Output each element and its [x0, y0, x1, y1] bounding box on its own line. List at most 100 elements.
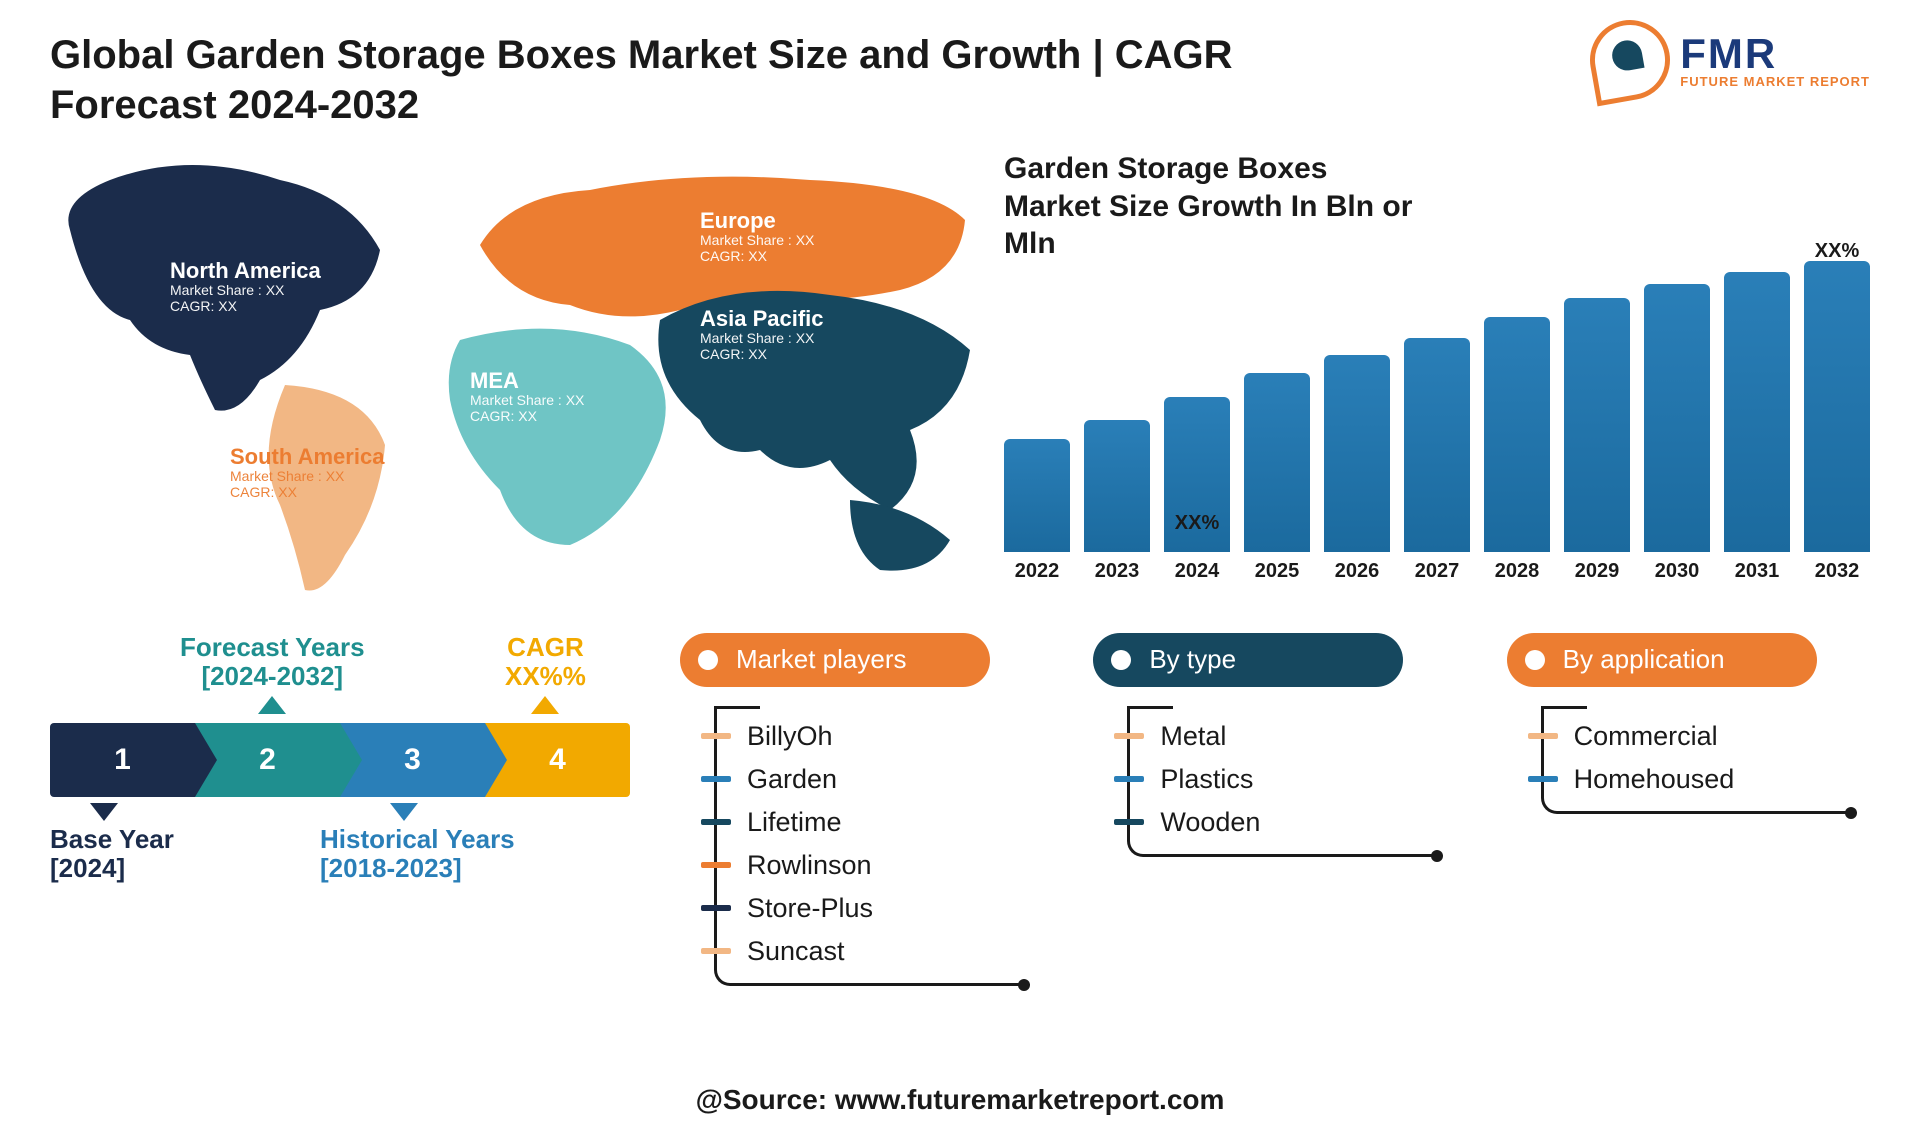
bar-year-label: 2029: [1575, 560, 1620, 583]
region-name: Europe: [700, 210, 814, 232]
list-item-label: Commercial: [1574, 721, 1718, 752]
region-name: North America: [170, 260, 321, 282]
list-tick-icon: [701, 819, 731, 825]
list-item: Wooden: [1114, 801, 1437, 844]
region-label-apac: Asia Pacific Market Share : XX CAGR: XX: [700, 308, 824, 362]
bar: [1724, 272, 1790, 551]
bar-2023: 2023: [1084, 420, 1150, 582]
list-item: Metal: [1114, 715, 1437, 758]
source-citation: @Source: www.futuremarketreport.com: [0, 1084, 1920, 1116]
bar-year-label: 2024: [1175, 560, 1220, 583]
bar: [1324, 355, 1390, 552]
bar: [1004, 439, 1070, 552]
bar-year-label: 2031: [1735, 560, 1780, 583]
bar: [1644, 284, 1710, 551]
list-tick-icon: [1114, 819, 1144, 825]
bar: [1404, 338, 1470, 552]
bar: [1564, 298, 1630, 551]
category-list: Commercial Homehoused: [1541, 709, 1851, 814]
bar: [1084, 420, 1150, 551]
timeline-label-hist: Historical Years [2018-2023]: [320, 803, 515, 885]
region-share: Market Share : XX: [230, 468, 384, 484]
bar-year-label: 2022: [1015, 560, 1060, 583]
list-item-label: Store-Plus: [747, 893, 873, 924]
bar-2026: 2026: [1324, 355, 1390, 583]
category-title: By type: [1149, 644, 1236, 675]
list-item: Rowlinson: [701, 844, 1024, 887]
bar-year-label: 2026: [1335, 560, 1380, 583]
bar-2025: 2025: [1244, 373, 1310, 582]
list-item: Homehoused: [1528, 758, 1851, 801]
bar-year-label: 2025: [1255, 560, 1300, 583]
bar-2027: 2027: [1404, 338, 1470, 583]
list-tick-icon: [1528, 776, 1558, 782]
category-title: By application: [1563, 644, 1725, 675]
list-item-label: Garden: [747, 764, 837, 795]
region-name: Asia Pacific: [700, 308, 824, 330]
region-name: MEA: [470, 370, 584, 392]
timeline-panel: Forecast Years [2024-2032] CAGR XX%% 123…: [50, 633, 630, 797]
bar-2022: 2022: [1004, 439, 1070, 583]
bar-year-label: 2030: [1655, 560, 1700, 583]
region-share: Market Share : XX: [700, 232, 814, 248]
bar-2024: XX% 2024: [1164, 397, 1230, 583]
category-pill: By type: [1093, 633, 1403, 687]
list-tick-icon: [701, 948, 731, 954]
list-tick-icon: [1114, 733, 1144, 739]
list-item-label: Wooden: [1160, 807, 1260, 838]
category-pill: By application: [1507, 633, 1817, 687]
world-map: North America Market Share : XX CAGR: XX…: [50, 150, 964, 580]
growth-bar-chart: Garden Storage Boxes Market Size Growth …: [1004, 150, 1870, 583]
pill-dot-icon: [698, 650, 718, 670]
fmr-logo-subtitle: FUTURE MARKET REPORT: [1680, 75, 1870, 88]
list-item: BillyOh: [701, 715, 1024, 758]
bar-2031: 2031: [1724, 272, 1790, 582]
bar-year-label: 2023: [1095, 560, 1140, 583]
list-item: Store-Plus: [701, 887, 1024, 930]
bar-annotation: XX%: [1175, 512, 1219, 535]
timeline-label-base: Base Year [2024]: [50, 803, 174, 885]
region-cagr: CAGR: XX: [230, 484, 384, 500]
list-item-label: Homehoused: [1574, 764, 1735, 795]
fmr-logo: FMR FUTURE MARKET REPORT: [1590, 20, 1870, 100]
list-tick-icon: [701, 862, 731, 868]
list-item-label: Lifetime: [747, 807, 842, 838]
list-item-label: Rowlinson: [747, 850, 872, 881]
category-by-application: By application Commercial Homehoused: [1507, 633, 1870, 814]
category-pill: Market players: [680, 633, 990, 687]
timeline-segment-1: 1: [50, 723, 195, 797]
pill-dot-icon: [1525, 650, 1545, 670]
timeline-label-forecast: Forecast Years [2024-2032]: [180, 633, 365, 715]
bar-annotation: XX%: [1815, 240, 1859, 263]
list-item: Commercial: [1528, 715, 1851, 758]
category-market-players: Market players BillyOh Garden Lifetime Rowli…: [680, 633, 1043, 986]
list-item-label: BillyOh: [747, 721, 833, 752]
list-item: Lifetime: [701, 801, 1024, 844]
pill-dot-icon: [1111, 650, 1131, 670]
region-share: Market Share : XX: [170, 282, 321, 298]
bar-year-label: 2032: [1815, 560, 1860, 583]
list-tick-icon: [1528, 733, 1558, 739]
region-name: South America: [230, 446, 384, 468]
category-list: Metal Plastics Wooden: [1127, 709, 1437, 857]
bar-year-label: 2027: [1415, 560, 1460, 583]
chart-title: Garden Storage Boxes Market Size Growth …: [1004, 150, 1424, 263]
list-item-label: Metal: [1160, 721, 1226, 752]
region-cagr: CAGR: XX: [700, 248, 814, 264]
list-item-label: Plastics: [1160, 764, 1253, 795]
region-cagr: CAGR: XX: [700, 346, 824, 362]
bar: [1484, 317, 1550, 551]
region-share: Market Share : XX: [470, 392, 584, 408]
bar: [1804, 261, 1870, 552]
region-cagr: CAGR: XX: [170, 298, 321, 314]
bar-2029: 2029: [1564, 298, 1630, 582]
region-label-na: North America Market Share : XX CAGR: XX: [170, 260, 321, 314]
region-cagr: CAGR: XX: [470, 408, 584, 424]
region-share: Market Share : XX: [700, 330, 824, 346]
bar-2032: XX%2032: [1804, 261, 1870, 583]
category-title: Market players: [736, 644, 907, 675]
region-label-sa: South America Market Share : XX CAGR: XX: [230, 446, 384, 500]
list-item: Garden: [701, 758, 1024, 801]
list-tick-icon: [701, 776, 731, 782]
bar-2030: 2030: [1644, 284, 1710, 582]
